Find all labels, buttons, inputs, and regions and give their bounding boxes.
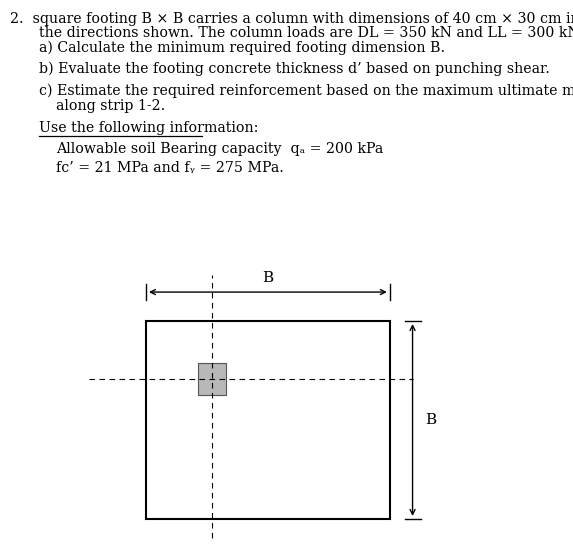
Text: B: B xyxy=(425,413,436,427)
Text: along strip 1-2.: along strip 1-2. xyxy=(56,99,166,113)
Text: the directions shown. The column loads are DL = 350 kN and LL = 300 kN.: the directions shown. The column loads a… xyxy=(39,26,573,41)
Text: b) Evaluate the footing concrete thickness d’ based on punching shear.: b) Evaluate the footing concrete thickne… xyxy=(39,61,550,76)
Text: a) Calculate the minimum required footing dimension B.: a) Calculate the minimum required footin… xyxy=(39,41,445,55)
Text: Allowable soil Bearing capacity  qₐ = 200 kPa: Allowable soil Bearing capacity qₐ = 200… xyxy=(56,142,383,156)
Text: Use the following information:: Use the following information: xyxy=(39,121,258,135)
Bar xyxy=(146,321,390,519)
Text: B: B xyxy=(262,271,274,285)
Text: 2.  square footing B × B carries a column with dimensions of 40 cm × 30 cm in: 2. square footing B × B carries a column… xyxy=(10,12,573,26)
Bar xyxy=(198,363,226,395)
Text: fc’ = 21 MPa and fᵧ = 275 MPa.: fc’ = 21 MPa and fᵧ = 275 MPa. xyxy=(56,161,284,176)
Text: c) Estimate the required reinforcement based on the maximum ultimate moment: c) Estimate the required reinforcement b… xyxy=(39,83,573,98)
